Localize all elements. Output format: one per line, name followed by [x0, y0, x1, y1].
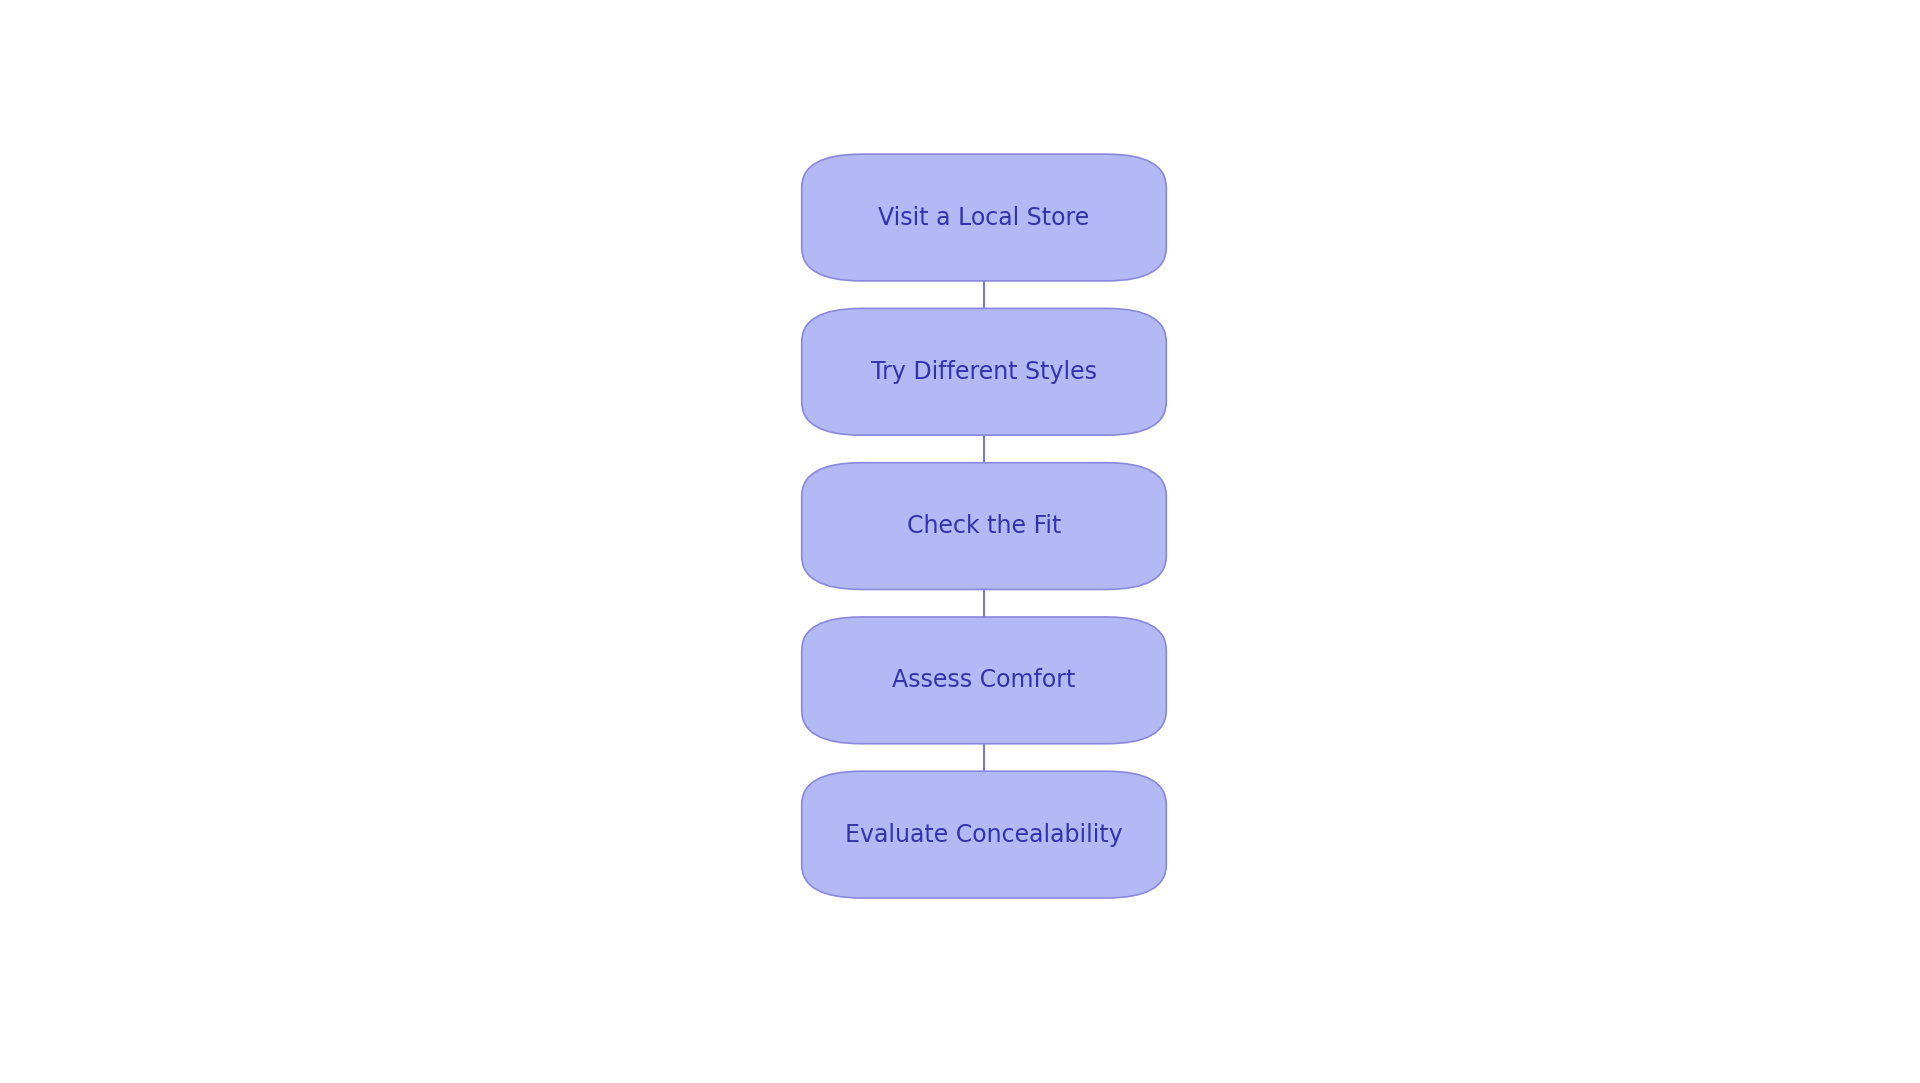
- Text: Assess Comfort: Assess Comfort: [893, 668, 1075, 692]
- FancyBboxPatch shape: [803, 309, 1165, 435]
- Text: Try Different Styles: Try Different Styles: [872, 360, 1096, 383]
- Text: Check the Fit: Check the Fit: [906, 514, 1062, 538]
- Text: Visit a Local Store: Visit a Local Store: [877, 206, 1091, 230]
- FancyBboxPatch shape: [803, 771, 1165, 898]
- Text: Evaluate Concealability: Evaluate Concealability: [845, 823, 1123, 847]
- FancyBboxPatch shape: [803, 462, 1165, 589]
- FancyBboxPatch shape: [803, 154, 1165, 280]
- FancyBboxPatch shape: [803, 617, 1165, 744]
